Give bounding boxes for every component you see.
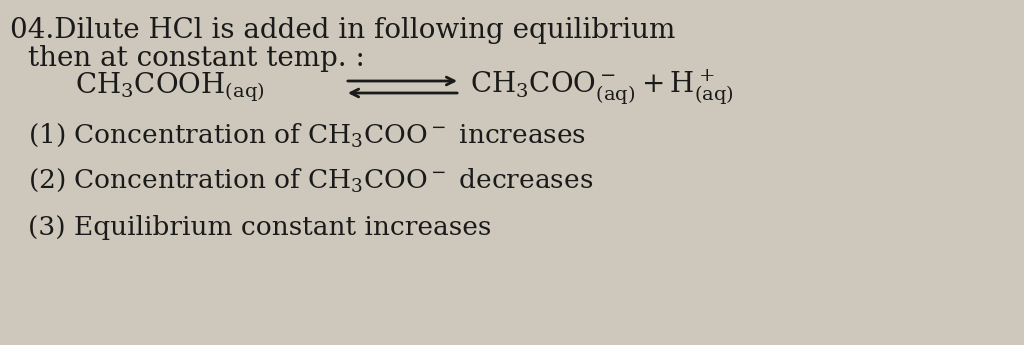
Text: then at constant temp. :: then at constant temp. : <box>28 45 365 72</box>
Text: 04.Dilute HCl is added in following equilibrium: 04.Dilute HCl is added in following equi… <box>10 17 676 44</box>
Text: $\mathdefault{CH_3COOH_{(aq)}}$: $\mathdefault{CH_3COOH_{(aq)}}$ <box>75 70 264 104</box>
Text: (1) Concentration of $\mathdefault{CH_3COO^-}$ increases: (1) Concentration of $\mathdefault{CH_3C… <box>28 121 586 149</box>
Text: $\mathdefault{CH_3COO^-_{(aq)} + H^+_{(aq)}}$: $\mathdefault{CH_3COO^-_{(aq)} + H^+_{(a… <box>470 67 734 107</box>
Text: (2) Concentration of $\mathdefault{CH_3COO^-}$ decreases: (2) Concentration of $\mathdefault{CH_3C… <box>28 166 593 194</box>
Text: (3) Equilibrium constant increases: (3) Equilibrium constant increases <box>28 215 492 239</box>
